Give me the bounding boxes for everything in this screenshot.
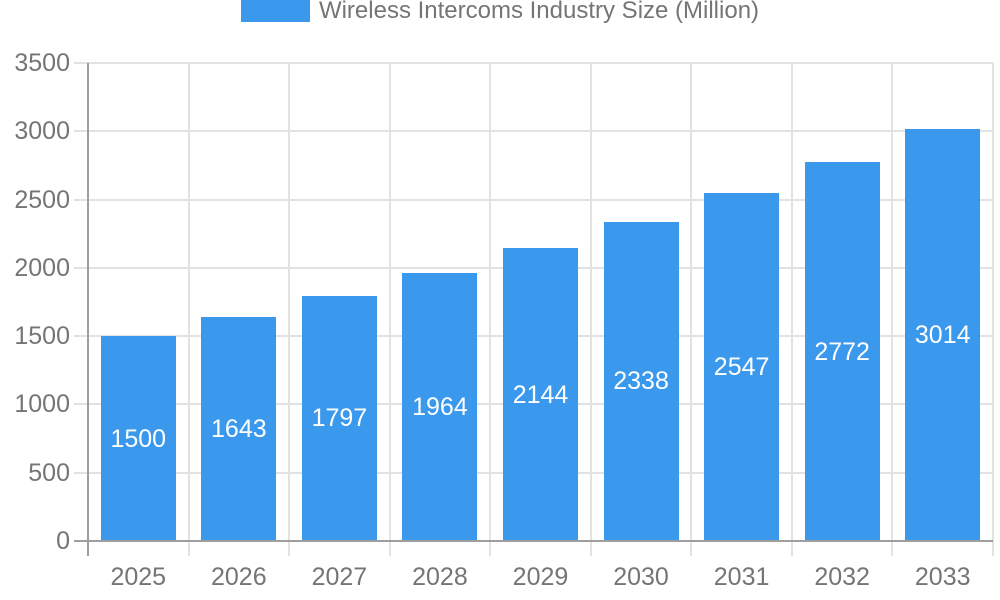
x-tick-label: 2026 xyxy=(211,563,267,591)
bar-2033[interactable]: 3014 xyxy=(905,129,981,541)
y-tick-label: 0 xyxy=(56,527,70,555)
x-tick-label: 2025 xyxy=(110,563,167,591)
bar-value-label: 2772 xyxy=(814,337,870,366)
x-tick-label: 2029 xyxy=(512,563,569,591)
legend-swatch xyxy=(240,0,310,22)
bar-2031[interactable]: 2547 xyxy=(704,193,780,541)
bar-2027[interactable]: 1797 xyxy=(301,295,377,541)
bar-value-label: 2338 xyxy=(613,367,669,396)
x-tick-label: 2027 xyxy=(311,563,368,591)
v-gridline xyxy=(690,63,693,556)
v-gridline xyxy=(589,63,592,556)
y-tick-label: 3500 xyxy=(14,49,70,77)
y-tick-label: 1500 xyxy=(14,322,70,351)
legend[interactable]: Wireless Intercoms Industry Size (Millio… xyxy=(0,0,1000,24)
x-tick-label: 2032 xyxy=(814,563,870,591)
bar-2025[interactable]: 1500 xyxy=(100,336,176,541)
v-gridline xyxy=(388,63,391,556)
x-tick-label: 2033 xyxy=(914,563,971,591)
y-tick-label: 1000 xyxy=(14,390,70,419)
y-tick-label: 2000 xyxy=(14,253,70,282)
v-gridline xyxy=(891,63,894,556)
y-tick-label: 2500 xyxy=(14,185,70,214)
bar-value-label: 2144 xyxy=(512,380,569,409)
bar-2030[interactable]: 2338 xyxy=(603,221,679,541)
v-gridline xyxy=(288,63,291,556)
x-axis-line xyxy=(74,540,993,542)
bar-value-label: 1500 xyxy=(110,424,167,453)
bar-value-label: 2547 xyxy=(713,353,770,382)
bar-value-label: 1643 xyxy=(211,414,267,443)
bar-2026[interactable]: 1643 xyxy=(201,316,277,541)
x-tick-label: 2028 xyxy=(412,563,468,591)
y-tick-label: 500 xyxy=(28,458,70,487)
bar-2032[interactable]: 2772 xyxy=(804,162,880,541)
v-gridline xyxy=(790,63,793,556)
x-tick-label: 2031 xyxy=(713,563,770,591)
y-axis-line xyxy=(87,63,89,556)
h-gridline xyxy=(74,198,993,201)
x-tick-label: 2030 xyxy=(613,563,669,591)
v-gridline xyxy=(992,63,994,556)
bar-2029[interactable]: 2144 xyxy=(503,248,578,541)
v-gridline xyxy=(489,63,492,556)
legend-label: Wireless Intercoms Industry Size (Millio… xyxy=(318,0,760,24)
h-gridline xyxy=(74,130,993,133)
v-gridline xyxy=(187,63,190,556)
bar-value-label: 1797 xyxy=(311,404,368,433)
bar-value-label: 3014 xyxy=(914,321,971,350)
y-tick-label: 3000 xyxy=(14,117,70,146)
h-gridline xyxy=(74,62,993,64)
bar-2028[interactable]: 1964 xyxy=(402,272,478,541)
bar-value-label: 1964 xyxy=(412,392,468,421)
